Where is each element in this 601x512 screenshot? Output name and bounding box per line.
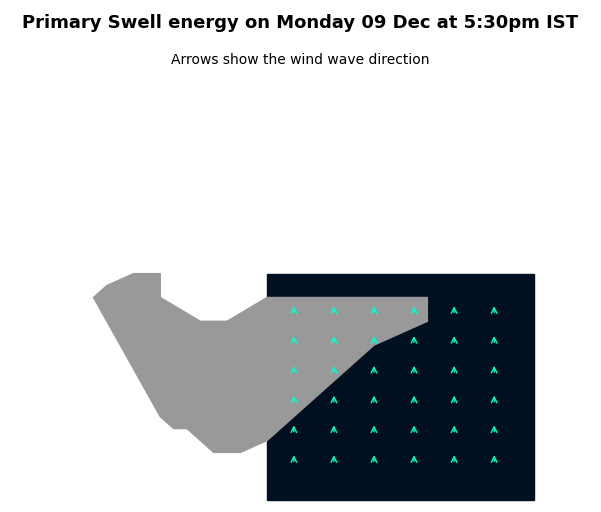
Text: Arrows show the wind wave direction: Arrows show the wind wave direction — [171, 53, 430, 67]
Text: Primary Swell energy on Monday 09 Dec at 5:30pm IST: Primary Swell energy on Monday 09 Dec at… — [22, 14, 579, 32]
Polygon shape — [94, 273, 427, 453]
Polygon shape — [267, 273, 534, 500]
